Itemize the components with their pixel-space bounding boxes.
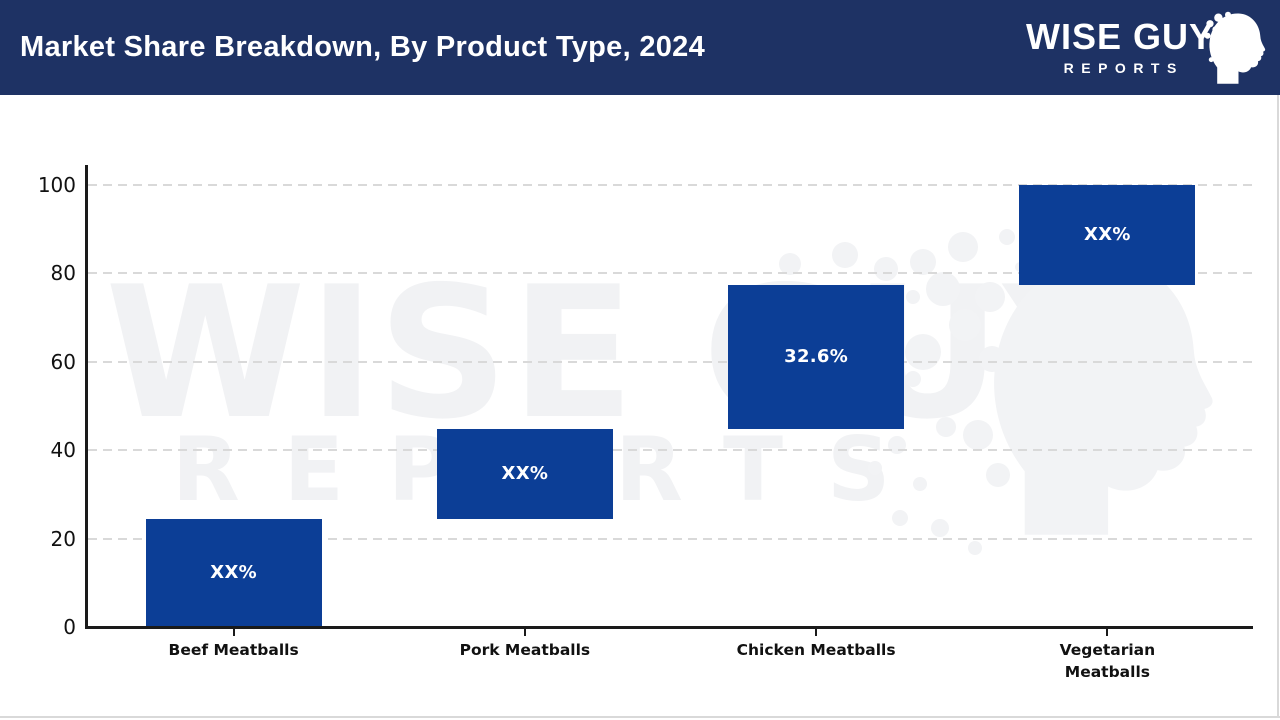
brand-logo-text: WISE GUY REPORTS [1025,16,1214,77]
gridline [88,272,1253,275]
face-profile-dots-icon [1204,11,1266,84]
x-tick-label: Pork Meatballs [459,641,591,659]
x-tick-label: Vegetarian Meatballs [1059,641,1156,681]
gridline [88,449,1253,452]
gridline [88,183,1253,186]
x-tick-mark [1106,627,1109,636]
right-edge-line [1277,95,1279,718]
brand-name: WISE GUY [1025,16,1214,57]
bar-vegetarian-meatballs: XX% [1019,184,1196,285]
bar-chicken-meatballs: 32.6% [728,284,905,429]
bar-value-label: 32.6% [784,346,849,368]
page-title: Market Share Breakdown, By Product Type,… [20,31,706,63]
y-tick-label: 100 [37,172,76,197]
header-bar: Market Share Breakdown, By Product Type,… [0,0,1280,95]
y-tick-label: 60 [50,349,76,374]
y-tick-label: 40 [50,438,76,463]
y-tick-label: 0 [63,615,76,639]
y-axis-line [85,165,88,629]
bottom-edge-line [0,716,1280,718]
watermark-text: WISE GUY [105,247,1138,459]
bar-beef-meatballs: XX% [145,518,322,627]
x-tick-label: Beef Meatballs [168,641,299,659]
x-tick-label: Chicken Meatballs [736,641,896,659]
x-tick-mark [815,627,818,636]
y-tick-label: 80 [50,261,76,286]
bar-value-label: XX% [501,463,549,485]
x-tick-mark [523,627,526,636]
brand-subtitle: REPORTS [1063,60,1184,76]
y-tick-label: 20 [50,526,76,551]
x-tick-mark [232,627,235,636]
brand-logo: WISE GUY REPORTS [1026,10,1270,86]
gridline [88,537,1253,540]
bar-value-label: XX% [1084,224,1131,246]
x-axis-line [85,626,1253,629]
face-profile-dots-watermark [779,229,1213,555]
bar-pork-meatballs: XX% [436,428,613,519]
gridline [88,360,1253,363]
bar-value-label: XX% [210,562,257,584]
